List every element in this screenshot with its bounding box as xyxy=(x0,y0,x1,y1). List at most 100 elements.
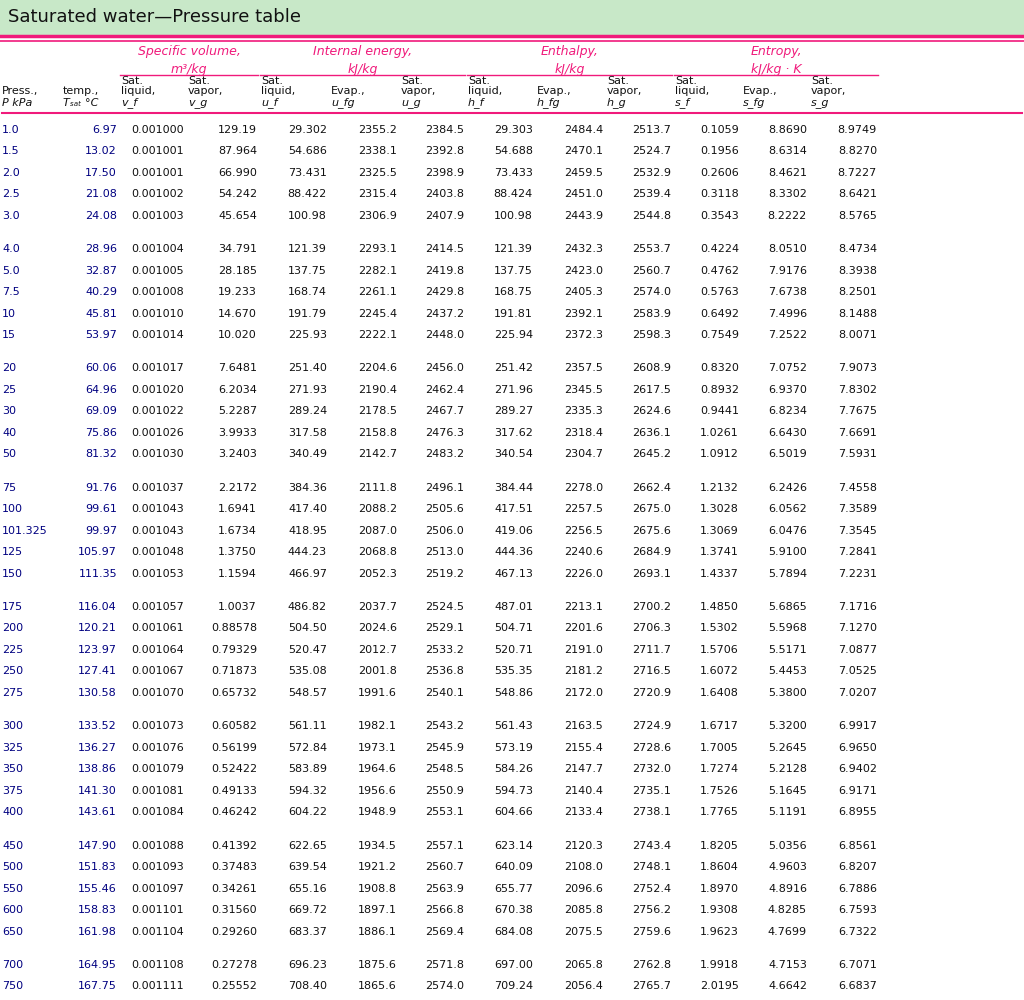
Text: 2088.2: 2088.2 xyxy=(357,504,397,514)
Text: 2448.0: 2448.0 xyxy=(425,330,464,340)
Text: 45.81: 45.81 xyxy=(85,309,117,319)
Text: 640.09: 640.09 xyxy=(495,862,534,872)
Text: 20: 20 xyxy=(2,363,16,373)
Text: v_f: v_f xyxy=(121,98,137,108)
Text: 7.3589: 7.3589 xyxy=(838,504,877,514)
Text: 4.9603: 4.9603 xyxy=(768,862,807,872)
Text: 2414.5: 2414.5 xyxy=(425,244,464,254)
Text: 7.1716: 7.1716 xyxy=(838,602,877,612)
Text: 583.89: 583.89 xyxy=(288,764,327,774)
Text: 1.2132: 1.2132 xyxy=(700,483,739,493)
Text: 2553.1: 2553.1 xyxy=(425,807,464,817)
Text: 340.49: 340.49 xyxy=(288,449,327,459)
Text: 100.98: 100.98 xyxy=(288,211,327,221)
Text: 2338.1: 2338.1 xyxy=(358,146,397,156)
Text: 50: 50 xyxy=(2,449,16,459)
Text: 700: 700 xyxy=(2,960,24,970)
Text: 466.97: 466.97 xyxy=(288,569,327,579)
Text: 151.83: 151.83 xyxy=(78,862,117,872)
Text: 375: 375 xyxy=(2,786,24,796)
Text: 0.001067: 0.001067 xyxy=(131,666,184,676)
Text: 129.19: 129.19 xyxy=(218,125,257,135)
Text: 1.7005: 1.7005 xyxy=(700,743,739,753)
Text: P kPa: P kPa xyxy=(2,98,33,108)
Text: 2738.1: 2738.1 xyxy=(632,807,671,817)
Text: 2398.9: 2398.9 xyxy=(425,168,464,178)
Text: 2574.0: 2574.0 xyxy=(425,981,464,991)
Text: 2345.5: 2345.5 xyxy=(564,385,603,395)
Text: 1.8604: 1.8604 xyxy=(700,862,739,872)
Text: 650: 650 xyxy=(2,927,23,937)
Text: 5.0356: 5.0356 xyxy=(768,841,807,851)
Text: 419.06: 419.06 xyxy=(495,526,534,536)
Text: 2506.0: 2506.0 xyxy=(425,526,464,536)
Text: 1982.1: 1982.1 xyxy=(358,721,397,731)
Text: 2720.9: 2720.9 xyxy=(632,688,671,698)
Text: 1.7526: 1.7526 xyxy=(700,786,739,796)
Text: Entropy,
kJ/kg · K: Entropy, kJ/kg · K xyxy=(751,45,802,77)
Text: 1.3028: 1.3028 xyxy=(700,504,739,514)
Text: 2293.1: 2293.1 xyxy=(358,244,397,254)
Text: 5.3200: 5.3200 xyxy=(768,721,807,731)
Text: 271.96: 271.96 xyxy=(494,385,534,395)
Text: 2372.3: 2372.3 xyxy=(564,330,603,340)
Text: 2012.7: 2012.7 xyxy=(358,645,397,655)
Text: 2068.8: 2068.8 xyxy=(358,547,397,557)
Text: 486.82: 486.82 xyxy=(288,602,327,612)
Text: 6.0476: 6.0476 xyxy=(768,526,807,536)
Text: Sat.: Sat. xyxy=(468,76,490,86)
Text: 2706.3: 2706.3 xyxy=(632,623,671,633)
Text: 2716.5: 2716.5 xyxy=(632,666,671,676)
Text: 0.5763: 0.5763 xyxy=(700,287,739,297)
Text: 2574.0: 2574.0 xyxy=(632,287,671,297)
Text: 5.1645: 5.1645 xyxy=(768,786,807,796)
Text: 3.2403: 3.2403 xyxy=(218,449,257,459)
Text: 54.242: 54.242 xyxy=(218,189,257,199)
Text: 0.001014: 0.001014 xyxy=(131,330,184,340)
Text: 1.3741: 1.3741 xyxy=(700,547,739,557)
Text: 2190.4: 2190.4 xyxy=(358,385,397,395)
Text: Sat.: Sat. xyxy=(121,76,143,86)
Text: 8.5765: 8.5765 xyxy=(838,211,877,221)
Text: 7.1270: 7.1270 xyxy=(838,623,877,633)
Text: 8.6421: 8.6421 xyxy=(838,189,877,199)
Text: 500: 500 xyxy=(2,862,23,872)
Text: 53.97: 53.97 xyxy=(85,330,117,340)
Text: 2524.5: 2524.5 xyxy=(425,602,464,612)
Text: 99.97: 99.97 xyxy=(85,526,117,536)
Text: 487.01: 487.01 xyxy=(494,602,534,612)
Text: 121.39: 121.39 xyxy=(288,244,327,254)
Text: 0.001017: 0.001017 xyxy=(131,363,184,373)
Text: 225.94: 225.94 xyxy=(494,330,534,340)
Text: 2513.7: 2513.7 xyxy=(632,125,671,135)
Text: 60.06: 60.06 xyxy=(85,363,117,373)
Text: 1948.9: 1948.9 xyxy=(357,807,397,817)
Text: 340.54: 340.54 xyxy=(495,449,534,459)
Text: 2529.1: 2529.1 xyxy=(425,623,464,633)
Text: Sat.: Sat. xyxy=(261,76,283,86)
Text: 6.7071: 6.7071 xyxy=(838,960,877,970)
Text: 28.185: 28.185 xyxy=(218,266,257,276)
Text: 250: 250 xyxy=(2,666,24,676)
Text: 7.6481: 7.6481 xyxy=(218,363,257,373)
Text: 6.5019: 6.5019 xyxy=(768,449,807,459)
Text: 2476.3: 2476.3 xyxy=(425,428,464,438)
Text: 2429.8: 2429.8 xyxy=(425,287,464,297)
Text: 2505.6: 2505.6 xyxy=(425,504,464,514)
Text: 0.001005: 0.001005 xyxy=(131,266,184,276)
Text: 137.75: 137.75 xyxy=(288,266,327,276)
Text: 2748.1: 2748.1 xyxy=(632,862,671,872)
Text: 5.0: 5.0 xyxy=(2,266,19,276)
Text: 2693.1: 2693.1 xyxy=(632,569,671,579)
Text: 155.46: 155.46 xyxy=(78,884,117,894)
Text: 0.001076: 0.001076 xyxy=(131,743,184,753)
Text: 2423.0: 2423.0 xyxy=(564,266,603,276)
Text: 164.95: 164.95 xyxy=(78,960,117,970)
Text: 2462.4: 2462.4 xyxy=(425,385,464,395)
Text: 535.35: 535.35 xyxy=(495,666,534,676)
Text: 1886.1: 1886.1 xyxy=(358,927,397,937)
Text: 0.31560: 0.31560 xyxy=(211,905,257,915)
Text: 2178.5: 2178.5 xyxy=(358,406,397,416)
Text: 2191.0: 2191.0 xyxy=(564,645,603,655)
Text: 251.42: 251.42 xyxy=(494,363,534,373)
